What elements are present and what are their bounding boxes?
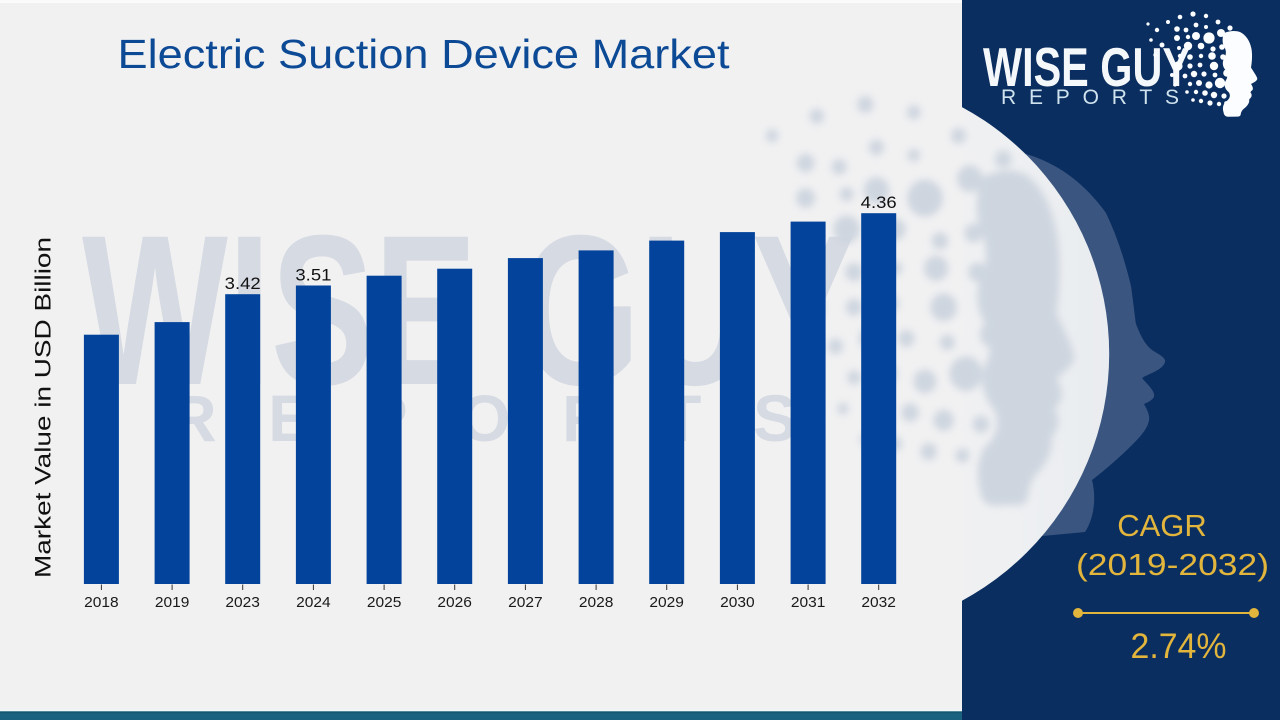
svg-text:2024: 2024	[296, 594, 331, 611]
svg-text:2019: 2019	[155, 594, 190, 611]
svg-text:2028: 2028	[579, 594, 614, 611]
svg-text:2031: 2031	[791, 594, 826, 611]
svg-text:WISE GUY: WISE GUY	[983, 36, 1190, 98]
svg-text:Electric Suction Device Market: Electric Suction Device Market	[118, 31, 731, 77]
svg-text:2026: 2026	[437, 594, 472, 611]
svg-text:CAGR: CAGR	[1117, 508, 1207, 543]
svg-text:2018: 2018	[84, 594, 119, 611]
svg-text:(2019-2032): (2019-2032)	[1076, 547, 1269, 582]
svg-text:Market Value in USD Billion: Market Value in USD Billion	[31, 237, 56, 578]
svg-text:2.74%: 2.74%	[1131, 627, 1227, 666]
svg-text:2032: 2032	[861, 594, 896, 611]
svg-text:4.36: 4.36	[861, 193, 897, 212]
svg-text:REPORTS: REPORTS	[169, 381, 797, 455]
svg-text:2025: 2025	[367, 594, 402, 611]
svg-text:3.42: 3.42	[225, 274, 261, 293]
svg-text:2023: 2023	[225, 594, 260, 611]
svg-text:3.51: 3.51	[295, 266, 331, 285]
svg-text:2027: 2027	[508, 594, 543, 611]
svg-text:2029: 2029	[649, 594, 684, 611]
svg-text:2030: 2030	[720, 594, 755, 611]
